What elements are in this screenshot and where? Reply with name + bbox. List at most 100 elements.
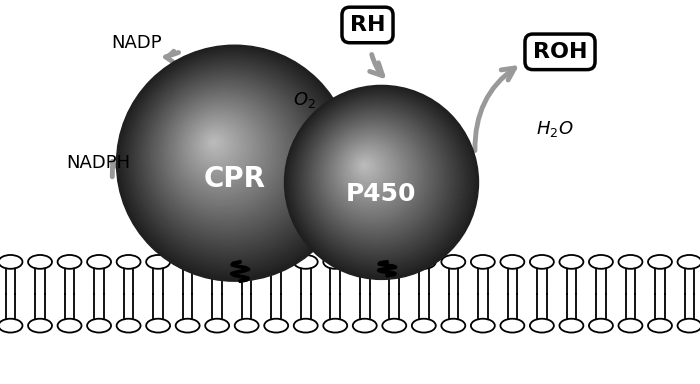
Ellipse shape xyxy=(179,108,262,191)
Ellipse shape xyxy=(306,107,448,249)
Ellipse shape xyxy=(205,319,229,333)
Ellipse shape xyxy=(157,86,295,223)
Ellipse shape xyxy=(147,76,309,237)
Ellipse shape xyxy=(131,60,332,260)
Ellipse shape xyxy=(335,136,406,207)
Ellipse shape xyxy=(173,102,272,200)
Ellipse shape xyxy=(530,255,554,269)
Ellipse shape xyxy=(323,255,347,269)
Ellipse shape xyxy=(117,319,141,333)
Ellipse shape xyxy=(344,145,393,194)
Ellipse shape xyxy=(316,117,433,233)
Ellipse shape xyxy=(471,255,495,269)
Ellipse shape xyxy=(294,95,465,266)
Text: P450: P450 xyxy=(346,182,416,206)
Ellipse shape xyxy=(123,52,343,272)
Ellipse shape xyxy=(144,73,313,242)
Ellipse shape xyxy=(126,55,339,267)
Ellipse shape xyxy=(309,111,442,243)
Ellipse shape xyxy=(290,91,471,272)
Ellipse shape xyxy=(174,103,269,198)
Ellipse shape xyxy=(130,58,334,263)
Ellipse shape xyxy=(172,100,274,202)
Ellipse shape xyxy=(184,113,255,184)
Ellipse shape xyxy=(284,85,479,280)
Ellipse shape xyxy=(120,48,348,276)
Ellipse shape xyxy=(300,101,456,257)
Ellipse shape xyxy=(190,119,246,174)
Ellipse shape xyxy=(167,95,281,209)
Ellipse shape xyxy=(296,97,461,262)
Ellipse shape xyxy=(234,255,258,269)
Ellipse shape xyxy=(356,157,375,176)
Ellipse shape xyxy=(442,319,466,333)
Ellipse shape xyxy=(302,103,454,255)
Ellipse shape xyxy=(314,114,437,237)
Ellipse shape xyxy=(294,319,318,333)
Ellipse shape xyxy=(331,132,412,213)
Ellipse shape xyxy=(0,319,22,333)
Ellipse shape xyxy=(311,112,440,241)
Ellipse shape xyxy=(304,105,450,251)
Ellipse shape xyxy=(205,255,229,269)
Ellipse shape xyxy=(299,100,458,258)
Ellipse shape xyxy=(293,93,467,268)
Ellipse shape xyxy=(589,319,613,333)
Ellipse shape xyxy=(358,160,372,172)
Ellipse shape xyxy=(204,132,228,156)
Ellipse shape xyxy=(162,90,288,216)
Ellipse shape xyxy=(194,122,241,170)
Ellipse shape xyxy=(323,124,423,224)
Ellipse shape xyxy=(193,121,244,172)
Text: ROH: ROH xyxy=(533,42,587,62)
Text: $H_2O$: $H_2O$ xyxy=(536,119,573,139)
Ellipse shape xyxy=(382,319,406,333)
Text: NADP: NADP xyxy=(111,34,162,52)
Ellipse shape xyxy=(141,70,318,247)
Ellipse shape xyxy=(471,319,495,333)
Ellipse shape xyxy=(168,97,278,207)
Ellipse shape xyxy=(87,255,111,269)
Ellipse shape xyxy=(327,128,417,218)
Ellipse shape xyxy=(160,89,290,218)
Ellipse shape xyxy=(57,255,81,269)
Ellipse shape xyxy=(307,108,446,247)
Ellipse shape xyxy=(163,92,285,214)
Ellipse shape xyxy=(210,139,218,147)
Ellipse shape xyxy=(346,148,389,190)
Ellipse shape xyxy=(589,255,613,269)
Ellipse shape xyxy=(500,255,524,269)
Ellipse shape xyxy=(309,109,444,245)
Ellipse shape xyxy=(28,255,52,269)
Text: RH: RH xyxy=(350,15,385,35)
Ellipse shape xyxy=(137,66,322,251)
Ellipse shape xyxy=(351,152,383,184)
Ellipse shape xyxy=(0,255,22,269)
Ellipse shape xyxy=(312,113,438,239)
Ellipse shape xyxy=(382,255,406,269)
Ellipse shape xyxy=(354,154,379,180)
Ellipse shape xyxy=(211,140,216,144)
Ellipse shape xyxy=(321,122,425,226)
Ellipse shape xyxy=(195,124,239,167)
Ellipse shape xyxy=(442,255,466,269)
Ellipse shape xyxy=(323,319,347,333)
Ellipse shape xyxy=(128,56,336,265)
Ellipse shape xyxy=(319,120,429,230)
Ellipse shape xyxy=(165,94,283,212)
Ellipse shape xyxy=(176,319,199,333)
Ellipse shape xyxy=(328,129,416,217)
Ellipse shape xyxy=(234,319,258,333)
Ellipse shape xyxy=(118,47,350,279)
Ellipse shape xyxy=(348,149,387,188)
Ellipse shape xyxy=(346,146,391,192)
Ellipse shape xyxy=(361,162,368,169)
Ellipse shape xyxy=(619,255,643,269)
Ellipse shape xyxy=(264,319,288,333)
Ellipse shape xyxy=(136,65,325,253)
Ellipse shape xyxy=(288,89,472,274)
Ellipse shape xyxy=(352,153,382,182)
Ellipse shape xyxy=(149,78,306,235)
Ellipse shape xyxy=(146,74,311,240)
Ellipse shape xyxy=(358,158,374,174)
